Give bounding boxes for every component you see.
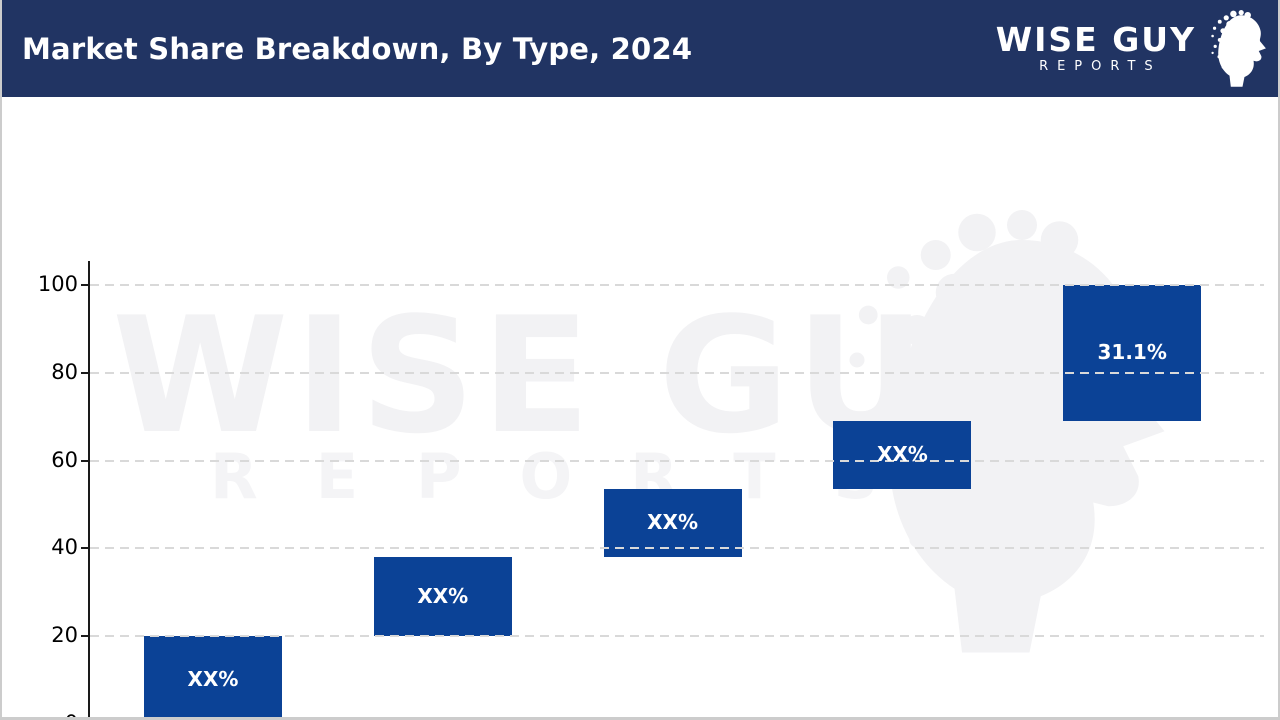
waterfall-chart: XX%XX%XX%XX%31.1%020406080100Keyword Res…: [2, 97, 1278, 718]
gridline-40: [90, 547, 1264, 550]
y-tick-label: 40: [51, 535, 78, 560]
bar-value-label: XX%: [187, 667, 239, 692]
bar-value-label: 31.1%: [1097, 339, 1167, 364]
y-tick-label: 60: [51, 447, 78, 472]
gridline-80: [90, 371, 1264, 374]
bar-1: [373, 557, 512, 637]
y-tick: [81, 635, 88, 638]
bar-value-label: XX%: [647, 510, 699, 535]
y-tick: [81, 371, 88, 374]
bar-value-label: XX%: [417, 583, 469, 608]
gridline-20: [90, 635, 1264, 638]
brand-subname: REPORTS: [1039, 58, 1162, 74]
y-tick: [81, 284, 88, 286]
brand-head-icon: [1200, 10, 1272, 88]
bar-4: [1063, 284, 1202, 422]
y-tick-label: 100: [37, 272, 78, 296]
gridline-100: [90, 284, 1264, 286]
gridline-60: [90, 459, 1264, 462]
watermark-subtext: REPORTS: [210, 440, 937, 513]
bar-3: [833, 421, 972, 490]
y-tick-label: 80: [51, 359, 78, 384]
y-axis-spine: [88, 261, 90, 717]
brand-logo: WISE GUY REPORTS: [996, 10, 1280, 88]
y-tick: [81, 459, 88, 462]
y-tick: [81, 547, 88, 550]
y-tick-label: 0: [18, 713, 78, 718]
y-tick-label: 20: [51, 623, 78, 648]
bar-value-label: XX%: [876, 442, 928, 467]
brand-name: WISE GUY: [995, 19, 1196, 59]
brand-logo-text: WISE GUY REPORTS: [995, 19, 1196, 75]
page-title: Market Share Breakdown, By Type, 2024: [22, 31, 693, 66]
bar-0: [144, 636, 282, 717]
header-bar: Market Share Breakdown, By Type, 2024 WI…: [2, 0, 1280, 97]
bar-2: [603, 489, 742, 558]
